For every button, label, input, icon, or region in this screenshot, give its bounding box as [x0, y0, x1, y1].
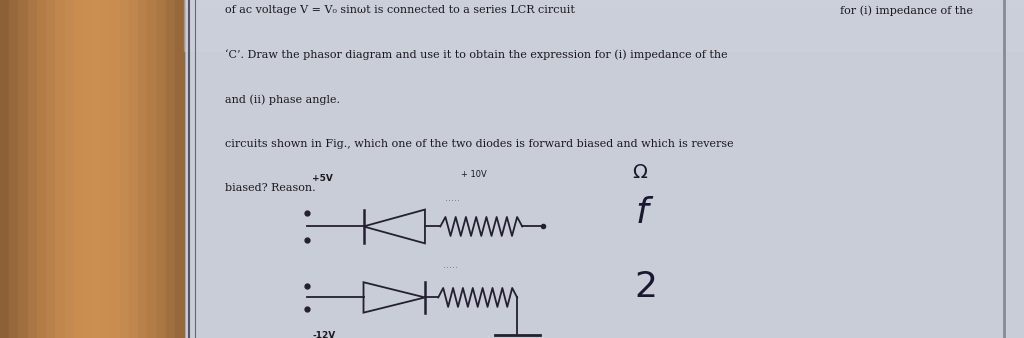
Text: $\mathit{2}$: $\mathit{2}$	[635, 270, 655, 304]
Bar	[111, 0, 120, 338]
Bar	[138, 0, 147, 338]
Bar	[0, 0, 184, 338]
Text: of ac voltage V = V₀ sinωt is connected to a series LCR circuit: of ac voltage V = V₀ sinωt is connected …	[225, 5, 575, 15]
Bar	[28, 0, 37, 338]
Text: + 10V: + 10V	[461, 170, 486, 179]
Bar	[166, 0, 175, 338]
Bar	[9, 0, 18, 338]
Bar	[83, 0, 92, 338]
Bar	[92, 0, 101, 338]
Bar	[46, 0, 55, 338]
Text: circuits shown in Fig., which one of the two diodes is forward biased and which : circuits shown in Fig., which one of the…	[225, 139, 734, 149]
Text: and (ii) phase angle.: and (ii) phase angle.	[225, 95, 340, 105]
Bar	[175, 0, 184, 338]
Bar	[37, 0, 46, 338]
Text: -12V: -12V	[312, 331, 336, 338]
Bar	[18, 0, 28, 338]
Bar	[65, 0, 74, 338]
Text: for (i) impedance of the: for (i) impedance of the	[840, 5, 973, 16]
Bar	[120, 0, 129, 338]
Text: ‘C’. Draw the phasor diagram and use it to obtain the expression for (i) impedan: ‘C’. Draw the phasor diagram and use it …	[225, 49, 728, 60]
Bar	[74, 0, 83, 338]
Bar	[157, 0, 166, 338]
Bar	[184, 0, 1024, 338]
Text: $\mathit{f}$: $\mathit{f}$	[636, 196, 654, 230]
Bar	[0, 0, 9, 338]
Bar	[55, 0, 65, 338]
Text: biased? Reason.: biased? Reason.	[225, 183, 316, 193]
Bar	[184, 0, 1024, 51]
Text: $\Omega$: $\Omega$	[632, 163, 648, 182]
Text: .....: .....	[445, 193, 461, 203]
Bar	[147, 0, 157, 338]
Bar	[101, 0, 111, 338]
Text: .....: .....	[443, 260, 459, 270]
Text: +5V: +5V	[312, 173, 333, 183]
Bar	[129, 0, 138, 338]
